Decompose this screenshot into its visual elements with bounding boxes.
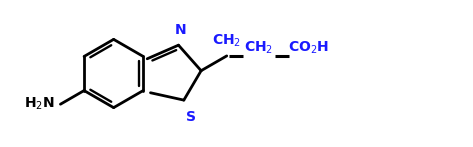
Text: CH$_2$: CH$_2$	[212, 33, 241, 49]
Text: N: N	[175, 23, 186, 37]
Text: CO$_2$H: CO$_2$H	[288, 40, 329, 56]
Text: H$_2$N: H$_2$N	[24, 96, 55, 112]
Text: CH$_2$: CH$_2$	[244, 40, 273, 56]
Text: S: S	[186, 110, 196, 124]
